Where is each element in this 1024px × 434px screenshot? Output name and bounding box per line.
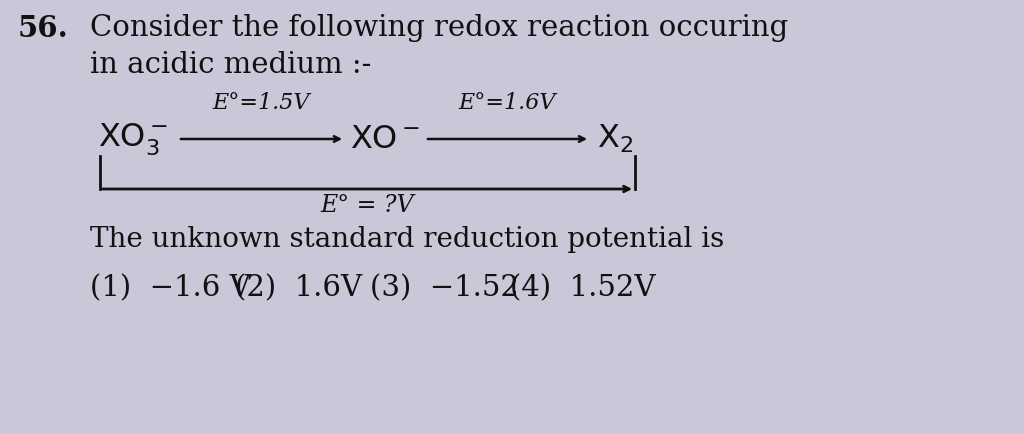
- Text: E°=1.5V: E°=1.5V: [213, 92, 310, 114]
- Text: $\mathrm{XO_3^-}$: $\mathrm{XO_3^-}$: [98, 121, 168, 157]
- Text: E° = ?V: E° = ?V: [321, 194, 415, 217]
- Text: E°=1.6V: E°=1.6V: [459, 92, 556, 114]
- Text: Consider the following redox reaction occuring: Consider the following redox reaction oc…: [90, 14, 788, 42]
- Text: 56.: 56.: [18, 14, 69, 43]
- Text: $\mathrm{X_2}$: $\mathrm{X_2}$: [597, 123, 633, 155]
- Text: (2)  1.6V: (2) 1.6V: [234, 274, 362, 302]
- Text: $\mathrm{XO^-}$: $\mathrm{XO^-}$: [350, 124, 420, 155]
- Text: (1)  −1.6 V: (1) −1.6 V: [90, 274, 251, 302]
- Text: The unknown standard reduction potential is: The unknown standard reduction potential…: [90, 226, 724, 253]
- Text: (4)  1.52V: (4) 1.52V: [510, 274, 655, 302]
- Text: (3)  −1.52: (3) −1.52: [370, 274, 519, 302]
- Text: in acidic medium :-: in acidic medium :-: [90, 51, 372, 79]
